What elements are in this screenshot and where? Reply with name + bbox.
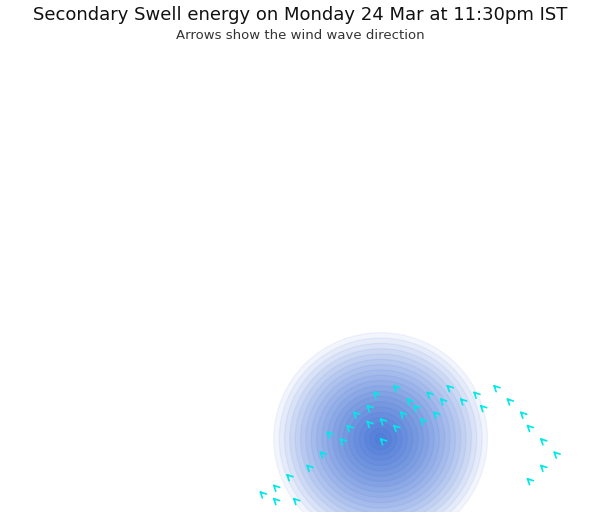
Circle shape xyxy=(322,380,439,497)
Circle shape xyxy=(370,429,391,450)
Circle shape xyxy=(343,402,418,476)
Circle shape xyxy=(359,418,402,460)
Circle shape xyxy=(306,365,456,512)
Circle shape xyxy=(332,391,429,487)
Circle shape xyxy=(290,349,471,512)
Circle shape xyxy=(349,407,413,471)
Circle shape xyxy=(354,412,407,465)
Text: Secondary Swell energy on Monday 24 Mar at 11:30pm IST: Secondary Swell energy on Monday 24 Mar … xyxy=(33,6,568,24)
Circle shape xyxy=(375,434,386,444)
Circle shape xyxy=(317,375,445,503)
Circle shape xyxy=(284,344,477,512)
Circle shape xyxy=(300,359,461,512)
Circle shape xyxy=(279,338,482,512)
Circle shape xyxy=(274,333,487,512)
Circle shape xyxy=(365,423,397,455)
Circle shape xyxy=(338,396,423,481)
Circle shape xyxy=(311,370,450,508)
Text: Arrows show the wind wave direction: Arrows show the wind wave direction xyxy=(176,29,425,42)
Circle shape xyxy=(327,386,434,492)
Circle shape xyxy=(295,354,466,512)
